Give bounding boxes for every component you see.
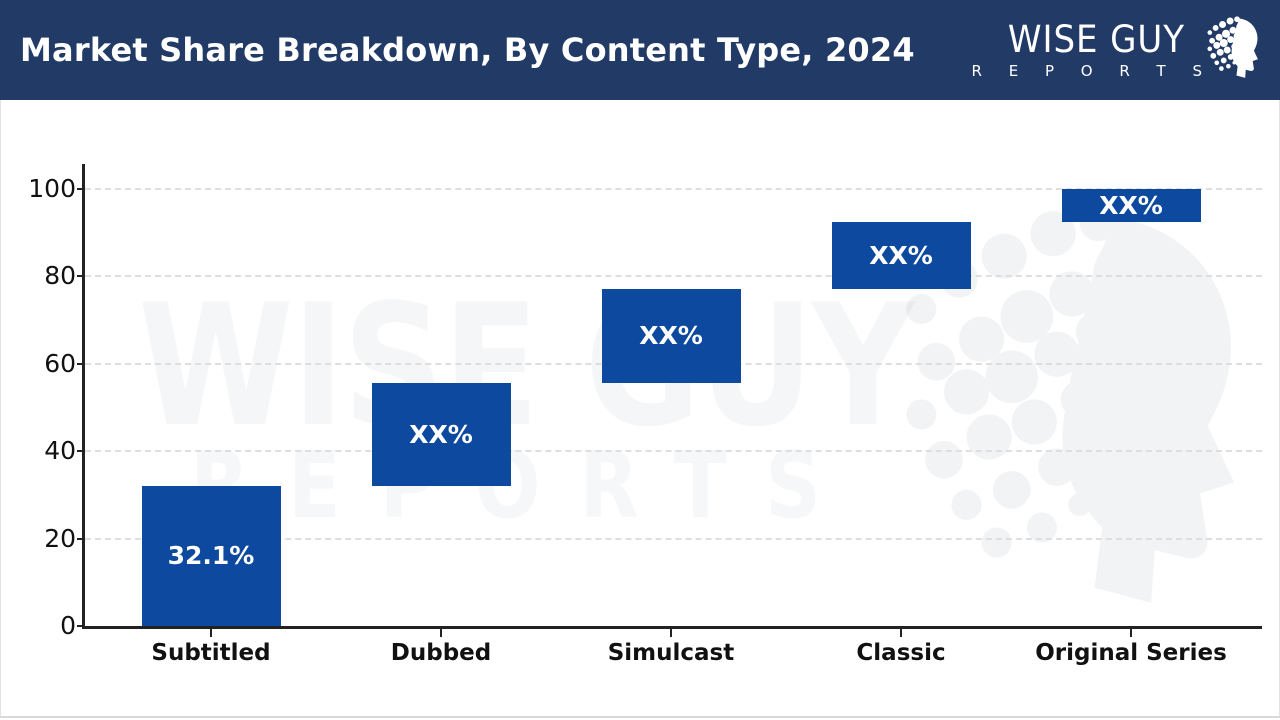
y-axis-tick-0	[77, 625, 85, 627]
bar-value-label: XX%	[1099, 191, 1163, 221]
y-axis-tick-60	[77, 362, 85, 365]
brand-logo: WISE GUY R E P O R T S	[972, 10, 1262, 90]
x-axis-label-simulcast: Simulcast	[607, 640, 735, 666]
bar-subtitled: 32.1%	[141, 485, 281, 626]
report-header: Market Share Breakdown, By Content Type,…	[0, 0, 1280, 100]
gridline-20	[85, 537, 1262, 540]
bar-value-label: XX%	[639, 321, 703, 351]
y-axis-tick-80	[77, 275, 85, 278]
x-axis-tick-2	[440, 629, 442, 637]
y-axis-line	[82, 164, 85, 629]
y-axis-label-20: 20	[44, 523, 76, 553]
page-left-divider	[0, 100, 1, 717]
x-axis-label-subtitled: Subtitled	[151, 640, 271, 666]
y-axis-label-80: 80	[44, 261, 76, 291]
brand-logo-text: WISE GUY R E P O R T S	[972, 21, 1202, 79]
bar-simulcast: XX%	[601, 288, 741, 383]
y-axis-tick-20	[77, 537, 85, 540]
bar-classic: XX%	[831, 222, 971, 289]
bar-value-label: XX%	[869, 240, 933, 270]
bar-value-label: 32.1%	[167, 541, 255, 571]
brand-head-icon	[1207, 16, 1258, 78]
y-axis-label-40: 40	[44, 436, 76, 466]
watermark-text-line1: WISE GUY	[138, 268, 914, 464]
gridline-40	[85, 450, 1262, 453]
y-axis-tick-40	[77, 450, 85, 453]
brand-subtitle: R E P O R T S	[971, 62, 1213, 80]
bar-dubbed: XX%	[371, 382, 511, 486]
y-axis-label-0: 0	[60, 611, 76, 640]
y-axis-label-60: 60	[44, 348, 76, 378]
brand-name: WISE GUY	[1007, 18, 1185, 61]
x-axis-tick-4	[900, 629, 902, 637]
x-axis-label-dubbed: Dubbed	[390, 640, 492, 666]
x-axis-line	[82, 626, 1262, 629]
page-bottom-divider	[0, 716, 1280, 718]
x-axis-tick-5	[1130, 629, 1132, 637]
x-axis-label-classic: Classic	[856, 640, 946, 666]
bar-original-series: XX%	[1061, 189, 1201, 223]
chart-title: Market Share Breakdown, By Content Type,…	[20, 31, 915, 69]
x-axis-tick-3	[670, 629, 672, 637]
x-axis-tick-1	[210, 629, 212, 637]
x-axis-label-original-series: Original Series	[1035, 640, 1227, 666]
y-axis-tick-100	[77, 188, 85, 190]
bar-value-label: XX%	[409, 419, 473, 449]
gridline-100	[85, 188, 1262, 190]
y-axis-label-100: 100	[28, 174, 76, 203]
gridline-80	[85, 275, 1262, 278]
